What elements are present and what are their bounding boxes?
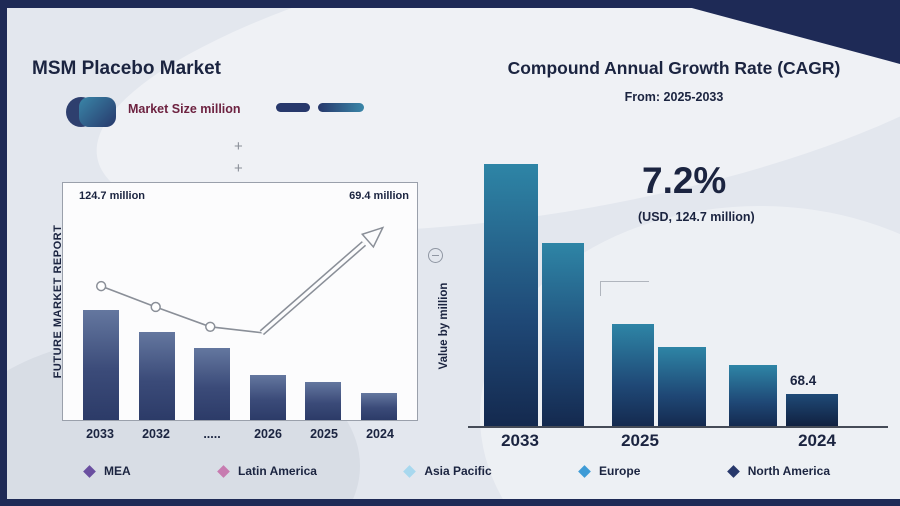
legend-label: Latin America [238, 464, 317, 478]
cagr-bar [786, 394, 838, 427]
divider-pill [276, 103, 310, 112]
market-bar [249, 375, 286, 420]
x-axis-label: 2032 [142, 427, 170, 441]
frame-top-bar [0, 0, 900, 8]
market-bar [360, 393, 397, 420]
market-bar [194, 348, 231, 420]
cagr-detail: (USD, 124.7 million) [638, 210, 755, 224]
region-legend: MEA Latin America Asia Pacific Europe North … [83, 464, 830, 478]
divider-pill-gradient [318, 103, 364, 112]
legend-item: North America [726, 464, 830, 478]
cagr-bar [542, 243, 584, 427]
legend-diamond-icon [403, 464, 417, 478]
legend-diamond-icon [726, 464, 740, 478]
legend-diamond-icon [578, 464, 591, 478]
x-axis-label-2033: 2033 [501, 431, 539, 450]
frame-bottom-bar [0, 499, 900, 506]
frame-left-bar [0, 0, 7, 506]
market-bar [138, 332, 175, 420]
legend-diamond-icon [83, 464, 96, 478]
minus-circle-icon [428, 248, 443, 263]
cylinder-icon [66, 96, 118, 128]
x-axis-label-2024: 2024 [798, 431, 836, 450]
annotation-69: 69.4 million [349, 190, 409, 202]
cagr-value: 7.2% [642, 160, 727, 201]
step-line-decoration [600, 281, 649, 296]
cylinder-icon-front [79, 97, 116, 127]
x-axis-label: 2024 [366, 427, 394, 441]
market-size-legend-label: Market Size million [128, 102, 241, 116]
legend-item: Europe [578, 464, 641, 478]
y-axis-label: Value by million [438, 282, 450, 370]
cagr-bar [729, 365, 777, 427]
annotation-124: 124.7 million [79, 190, 146, 202]
legend-item: MEA [83, 464, 131, 478]
x-axis-label: ..... [203, 427, 221, 441]
plus-icon: + [234, 160, 243, 177]
legend-label: Asia Pacific [424, 464, 492, 478]
cagr-bar [484, 164, 538, 427]
x-axis-label: 2033 [86, 427, 114, 441]
x-axis-label-2025: 2025 [621, 431, 659, 450]
right-chart-subtitle: From: 2025-2033 [624, 90, 724, 104]
left-chart-title: MSM Placebo Market [32, 58, 221, 79]
cagr-bar [658, 347, 706, 427]
cagr-bar [612, 324, 654, 427]
left-bars-group [63, 310, 417, 420]
legend-item: Asia Pacific [403, 464, 492, 478]
right-chart-title: Compound Annual Growth Rate (CAGR) [507, 58, 841, 78]
market-trend-chart: 124.7 million 69.4 million [62, 182, 418, 421]
left-x-axis-labels: 2033 2032..... 2026 2025 2024 [62, 427, 418, 441]
plus-icon: + [234, 138, 243, 155]
side-label-vertical: FUTURE MARKET REPORT [52, 224, 64, 379]
legend-diamond-icon [217, 464, 230, 478]
legend-label: Europe [599, 464, 641, 478]
market-bar [305, 382, 342, 420]
x-axis-label: 2025 [310, 427, 338, 441]
x-axis-line [468, 426, 888, 428]
value-annotation-68: 68.4 [790, 373, 817, 388]
legend-label: North America [747, 464, 830, 478]
legend-item: Latin America [217, 464, 317, 478]
x-axis-label: 2026 [254, 427, 282, 441]
legend-label: MEA [104, 464, 131, 478]
